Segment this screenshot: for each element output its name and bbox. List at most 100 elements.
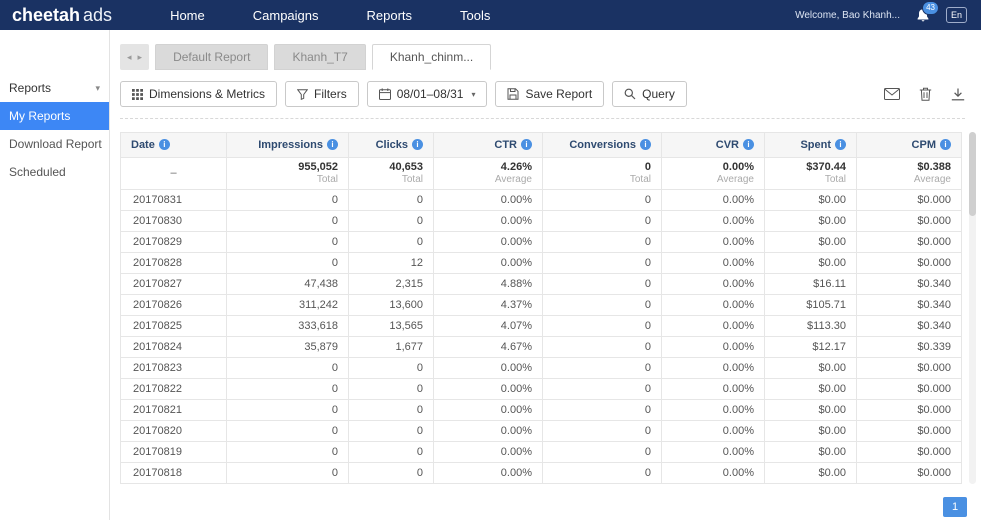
scrollbar-thumb[interactable] — [969, 132, 976, 216]
value-cell: 0 — [226, 420, 349, 442]
page-1-button[interactable]: 1 — [943, 497, 967, 517]
info-icon[interactable]: i — [521, 139, 532, 150]
query-button[interactable]: Query — [612, 81, 687, 107]
value-cell: 0.00% — [661, 462, 765, 484]
value-cell: $0.000 — [856, 252, 962, 274]
tab-khanh-t7[interactable]: Khanh_T7 — [274, 44, 366, 70]
value-cell: 4.07% — [433, 315, 543, 337]
table-total-row: –955,052 Total 40,653 Total 4.26% Average 0 Tot… — [120, 157, 962, 190]
value-cell: $0.000 — [856, 441, 962, 463]
tab-khanh-chinm[interactable]: Khanh_chinm... — [371, 44, 492, 70]
pagination: 1 — [943, 497, 967, 517]
table-scrollbar[interactable] — [969, 132, 976, 484]
table-row: 20170823 0 0 0.00% 0 0.00% $0.00 $0.000 — [120, 357, 962, 379]
save-report-button[interactable]: Save Report — [495, 81, 605, 107]
sidebar-item-my-reports[interactable]: My Reports — [0, 102, 109, 130]
value-cell: $0.340 — [856, 273, 962, 295]
value-cell: $16.11 — [764, 273, 857, 295]
info-icon[interactable]: i — [158, 139, 170, 150]
table-header-row: Date i Impressions i Clicks i CTR i Conversions i… — [120, 132, 962, 158]
value-cell: $0.340 — [856, 315, 962, 337]
dimensions-metrics-button[interactable]: Dimensions & Metrics — [120, 81, 278, 107]
table-body: 20170831 0 0 0.00% 0 0.00% $0.00 $0.000 20170830… — [120, 189, 962, 484]
mail-icon[interactable] — [884, 88, 900, 100]
info-icon[interactable]: i — [743, 139, 754, 150]
tab-scroll-left-icon[interactable]: ◂ — [127, 51, 132, 62]
value-cell: $0.00 — [764, 252, 857, 274]
table-row: 20170824 35,879 1,677 4.67% 0 0.00% $12.17 $0.3… — [120, 336, 962, 358]
sidebar-item-download-report[interactable]: Download Report — [9, 137, 102, 151]
total-value-cell: $370.44 Total — [764, 157, 857, 190]
language-button[interactable]: En — [945, 7, 967, 23]
column-header-date[interactable]: Date i — [120, 132, 227, 158]
value-cell: 0.00% — [433, 357, 543, 379]
value-cell: 0 — [348, 441, 434, 463]
value-cell: 0.00% — [433, 189, 543, 211]
tab-scroll-arrows[interactable]: ◂ ▸ — [120, 44, 150, 70]
column-header-cvr[interactable]: CVR i — [661, 132, 765, 158]
value-cell: 0 — [348, 210, 434, 232]
toolbar-divider — [120, 118, 965, 119]
value-cell: 13,600 — [348, 294, 434, 316]
filters-button[interactable]: Filters — [285, 81, 359, 107]
value-cell: 4.37% — [433, 294, 543, 316]
value-cell: 4.67% — [433, 336, 543, 358]
total-value: 955,052 — [298, 161, 338, 173]
value-cell: 0.00% — [661, 336, 765, 358]
column-header-spent[interactable]: Spent i — [764, 132, 857, 158]
value-cell: 311,242 — [226, 294, 349, 316]
value-cell: 0 — [226, 441, 349, 463]
value-cell: 0 — [348, 357, 434, 379]
value-cell: 0 — [348, 399, 434, 421]
value-cell: $0.000 — [856, 357, 962, 379]
total-value: $370.44 — [806, 161, 846, 173]
sidebar-item-scheduled[interactable]: Scheduled — [9, 165, 66, 179]
username[interactable]: Bao Khanh... — [842, 9, 900, 21]
column-header-cpm[interactable]: CPM i — [856, 132, 962, 158]
total-sub-label: Total — [629, 174, 651, 185]
nav-item-reports[interactable]: Reports — [366, 7, 413, 23]
tab-scroll-right-icon[interactable]: ▸ — [137, 51, 143, 62]
value-cell: 0 — [348, 378, 434, 400]
info-icon[interactable]: i — [327, 139, 338, 150]
info-icon[interactable]: i — [940, 139, 951, 150]
notifications-button[interactable]: 43 — [916, 0, 939, 23]
table-row: 20170822 0 0 0.00% 0 0.00% $0.00 $0.000 — [120, 378, 962, 400]
info-icon[interactable]: i — [412, 139, 423, 150]
column-header-ctr[interactable]: CTR i — [433, 132, 543, 158]
brand-logo[interactable]: cheetah ads — [12, 5, 112, 26]
date-cell: 20170819 — [120, 441, 227, 463]
column-header-clicks[interactable]: Clicks i — [348, 132, 434, 158]
nav-item-home[interactable]: Home — [170, 7, 205, 23]
total-sub-label: Total — [824, 174, 846, 185]
total-date-cell: – — [120, 157, 227, 190]
date-range-button[interactable]: 08/01–08/31 ▾ — [366, 81, 488, 107]
value-cell: 0.00% — [661, 315, 765, 337]
value-cell: 0 — [226, 378, 349, 400]
value-cell: 0.00% — [661, 420, 765, 442]
sidebar-section-reports[interactable]: Reports ▾ — [0, 74, 109, 102]
nav-item-campaigns[interactable]: Campaigns — [252, 7, 319, 23]
sidebar-items: My Reports Download Report Scheduled — [0, 102, 109, 186]
tab-default-report[interactable]: Default Report — [155, 44, 269, 70]
value-cell: 0.00% — [661, 273, 765, 295]
download-icon[interactable] — [951, 88, 965, 101]
column-header-impressions[interactable]: Impressions i — [226, 132, 349, 158]
value-cell: $0.000 — [856, 189, 962, 211]
date-cell: 20170831 — [120, 189, 227, 211]
value-cell: 0.00% — [661, 294, 765, 316]
nav-item-tools[interactable]: Tools — [460, 7, 491, 23]
date-cell: 20170825 — [120, 315, 227, 337]
value-cell: 0.00% — [661, 252, 765, 274]
column-label: Spent — [800, 139, 831, 151]
info-icon[interactable]: i — [835, 139, 846, 150]
table-row: 20170819 0 0 0.00% 0 0.00% $0.00 $0.000 — [120, 441, 962, 463]
value-cell: 0.00% — [661, 441, 765, 463]
info-icon[interactable]: i — [640, 139, 651, 150]
value-cell: $0.339 — [856, 336, 962, 358]
value-cell: $0.000 — [856, 462, 962, 484]
trash-icon[interactable] — [919, 87, 932, 101]
column-header-conversions[interactable]: Conversions i — [542, 132, 662, 158]
column-label: Conversions — [569, 139, 636, 151]
value-cell: 0.00% — [661, 399, 765, 421]
